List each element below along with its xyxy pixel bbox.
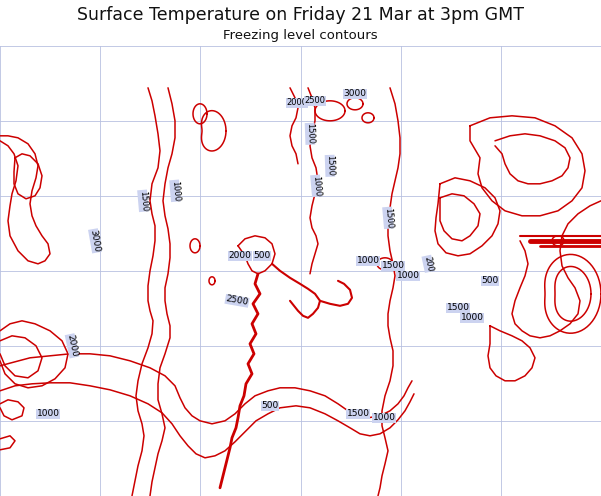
Text: 2500: 2500 bbox=[225, 295, 249, 307]
Text: 3000: 3000 bbox=[344, 89, 367, 98]
Text: 1000: 1000 bbox=[373, 413, 395, 422]
Text: 500: 500 bbox=[254, 251, 270, 260]
Text: 1000: 1000 bbox=[397, 271, 419, 280]
Text: 1500: 1500 bbox=[325, 155, 335, 177]
Text: 2500: 2500 bbox=[305, 96, 326, 105]
Text: 1000: 1000 bbox=[37, 409, 59, 418]
Text: 1500: 1500 bbox=[305, 123, 315, 144]
Text: 2000: 2000 bbox=[287, 98, 308, 107]
Text: 3000: 3000 bbox=[88, 229, 102, 253]
Text: 2000: 2000 bbox=[228, 251, 251, 260]
Text: 1000: 1000 bbox=[169, 180, 180, 202]
Text: Freezing level contours: Freezing level contours bbox=[223, 29, 378, 42]
Text: 1500: 1500 bbox=[447, 304, 469, 312]
Text: 1000: 1000 bbox=[311, 175, 322, 197]
Text: 1000: 1000 bbox=[460, 313, 483, 322]
Text: 1500: 1500 bbox=[138, 190, 148, 212]
Text: 2000: 2000 bbox=[66, 334, 79, 358]
Text: 500: 500 bbox=[481, 276, 499, 285]
Text: 1500: 1500 bbox=[382, 261, 404, 270]
Text: 1500: 1500 bbox=[383, 207, 394, 229]
Text: 1000: 1000 bbox=[356, 256, 379, 265]
Text: 200: 200 bbox=[422, 255, 434, 272]
Text: 1500: 1500 bbox=[347, 409, 370, 418]
Text: 500: 500 bbox=[261, 401, 279, 410]
Text: Surface Temperature on Friday 21 Mar at 3pm GMT: Surface Temperature on Friday 21 Mar at … bbox=[77, 5, 524, 24]
